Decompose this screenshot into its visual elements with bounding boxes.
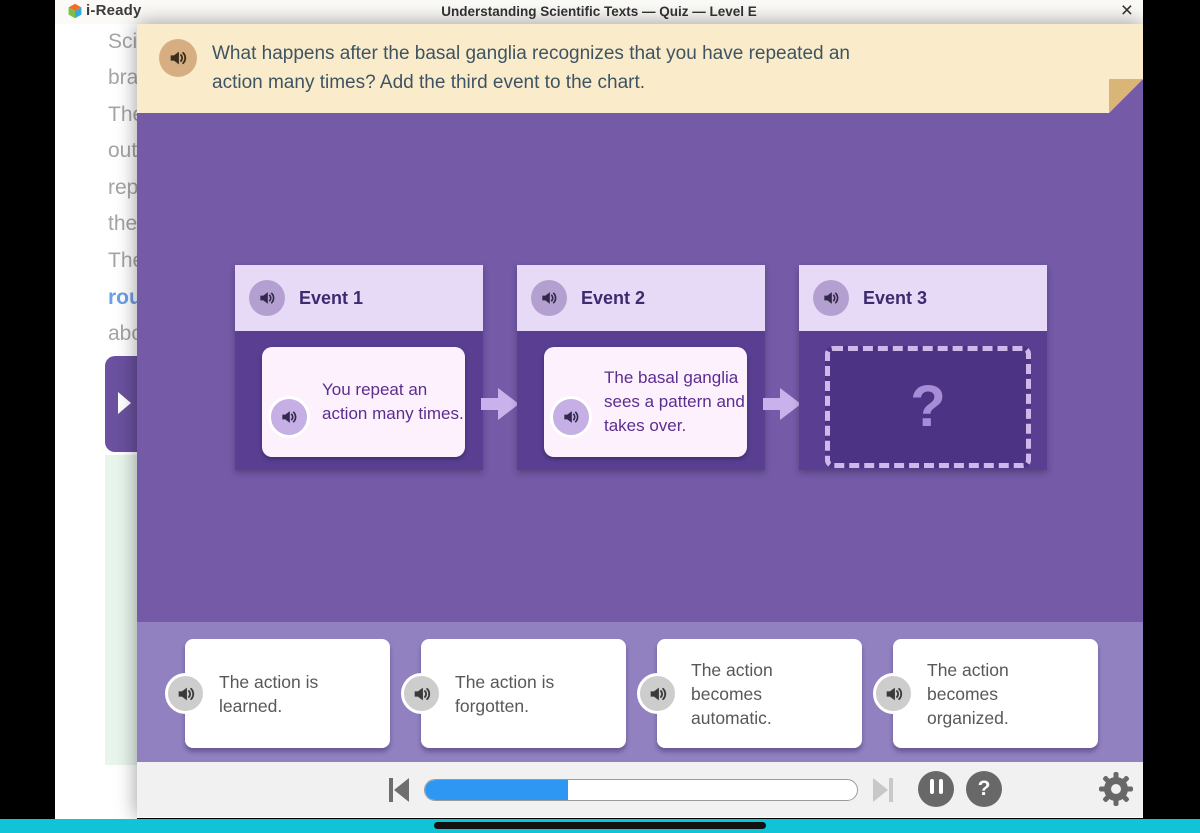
iready-logo: i-Ready: [67, 2, 142, 19]
speaker-icon: [647, 683, 669, 705]
footer-bar: [0, 819, 1200, 833]
question-banner: What happens after the basal ganglia rec…: [137, 24, 1143, 113]
window-title: Understanding Scientific Texts — Quiz — …: [441, 4, 757, 19]
audio-toolbar: ?: [137, 762, 1143, 818]
speaker-icon: [821, 288, 841, 308]
event-1-audio-button[interactable]: [249, 280, 285, 316]
event-2-audio-button[interactable]: [531, 280, 567, 316]
event-3-header: Event 3: [799, 265, 1047, 331]
choice-2-audio-button[interactable]: [401, 673, 442, 714]
choice-2-text: The action is forgotten.: [455, 671, 555, 716]
audio-progress-bar[interactable]: [424, 779, 858, 801]
event-3-audio-button[interactable]: [813, 280, 849, 316]
choice-card-4[interactable]: The action becomes organized.: [873, 639, 1098, 748]
choice-card-1[interactable]: The action is learned.: [165, 639, 390, 748]
event-3-box: Event 3 ?: [799, 265, 1047, 470]
help-button[interactable]: ?: [966, 771, 1002, 807]
passage-fragment: bra: [108, 66, 137, 89]
event-1-body: You repeat an action many times.: [235, 331, 483, 470]
event-3-label: Event 3: [863, 287, 928, 308]
expand-passage-tab[interactable]: [105, 356, 140, 452]
event-2-body: The basal ganglia sees a pattern and tak…: [517, 331, 765, 470]
speaker-icon: [257, 288, 277, 308]
question-icon: ?: [977, 777, 991, 800]
passage-fragment: the: [108, 212, 137, 235]
title-bar: i-Ready Understanding Scientific Texts —…: [55, 0, 1143, 24]
event-3-drop-zone[interactable]: ?: [825, 346, 1031, 468]
event-2-header: Event 2: [517, 265, 765, 331]
play-triangle-icon: [118, 392, 131, 414]
event-1-label: Event 1: [299, 287, 364, 308]
event-1-box: Event 1 You repeat an action many times.: [235, 265, 483, 470]
arrow-right-icon: [481, 388, 519, 420]
event-1-text: You repeat an action many times.: [322, 380, 464, 423]
event-2-text: The basal ganglia sees a pattern and tak…: [604, 368, 745, 435]
home-indicator[interactable]: [434, 822, 766, 829]
banner-folded-corner: [1109, 79, 1143, 113]
question-text: What happens after the basal ganglia rec…: [212, 43, 850, 93]
audio-progress-fill: [425, 780, 568, 800]
event-chart: Event 1 You repeat an action many times.: [137, 113, 1143, 622]
close-icon[interactable]: ×: [1120, 0, 1133, 22]
speaker-icon: [411, 683, 433, 705]
quiz-panel: What happens after the basal ganglia rec…: [137, 24, 1143, 818]
background-panel: [105, 455, 137, 765]
passage-fragment: The: [108, 103, 137, 126]
choice-3-audio-button[interactable]: [637, 673, 678, 714]
speaker-icon: [539, 288, 559, 308]
pause-button[interactable]: [918, 771, 954, 807]
event-2-card-audio-button[interactable]: [550, 396, 592, 438]
speaker-icon: [175, 683, 197, 705]
choice-3-text: The action becomes automatic.: [691, 659, 773, 728]
choice-4-text: The action becomes organized.: [927, 659, 1009, 728]
question-mark-placeholder: ?: [910, 374, 946, 439]
speaker-icon: [279, 407, 299, 427]
choice-1-audio-button[interactable]: [165, 673, 206, 714]
choice-card-3[interactable]: The action becomes automatic.: [637, 639, 862, 748]
passage-fragment: abo: [108, 322, 137, 345]
arrow-right-icon: [763, 388, 801, 420]
choice-4-audio-button[interactable]: [873, 673, 914, 714]
choice-card-2[interactable]: The action is forgotten.: [401, 639, 626, 748]
pause-icon: [927, 779, 945, 799]
passage-fragment: Sci: [108, 30, 137, 53]
iready-cube-icon: [68, 3, 82, 18]
question-audio-button[interactable]: [159, 39, 197, 77]
event-1-card-audio-button[interactable]: [268, 396, 310, 438]
skip-back-icon[interactable]: [387, 777, 411, 803]
choice-1-text: The action is learned.: [219, 671, 319, 716]
event-2-label: Event 2: [581, 287, 646, 308]
gear-icon[interactable]: [1098, 771, 1134, 807]
speaker-icon: [167, 47, 189, 69]
answer-tray: The action is learned. The action is for…: [137, 622, 1143, 762]
passage-fragment: out: [108, 139, 137, 162]
event-1-card: You repeat an action many times.: [262, 347, 465, 457]
brand-name: i-Ready: [86, 2, 142, 19]
event-3-body: ?: [799, 331, 1047, 470]
speaker-icon: [883, 683, 905, 705]
event-2-card: The basal ganglia sees a pattern and tak…: [544, 347, 747, 457]
event-2-box: Event 2 The basal ganglia sees a pattern…: [517, 265, 765, 470]
speaker-icon: [561, 407, 581, 427]
passage-fragment-link[interactable]: rou: [108, 286, 137, 309]
event-1-header: Event 1: [235, 265, 483, 331]
passage-fragment: rep: [108, 176, 137, 199]
skip-forward-icon[interactable]: [871, 777, 895, 803]
passage-fragment: The: [108, 249, 137, 272]
